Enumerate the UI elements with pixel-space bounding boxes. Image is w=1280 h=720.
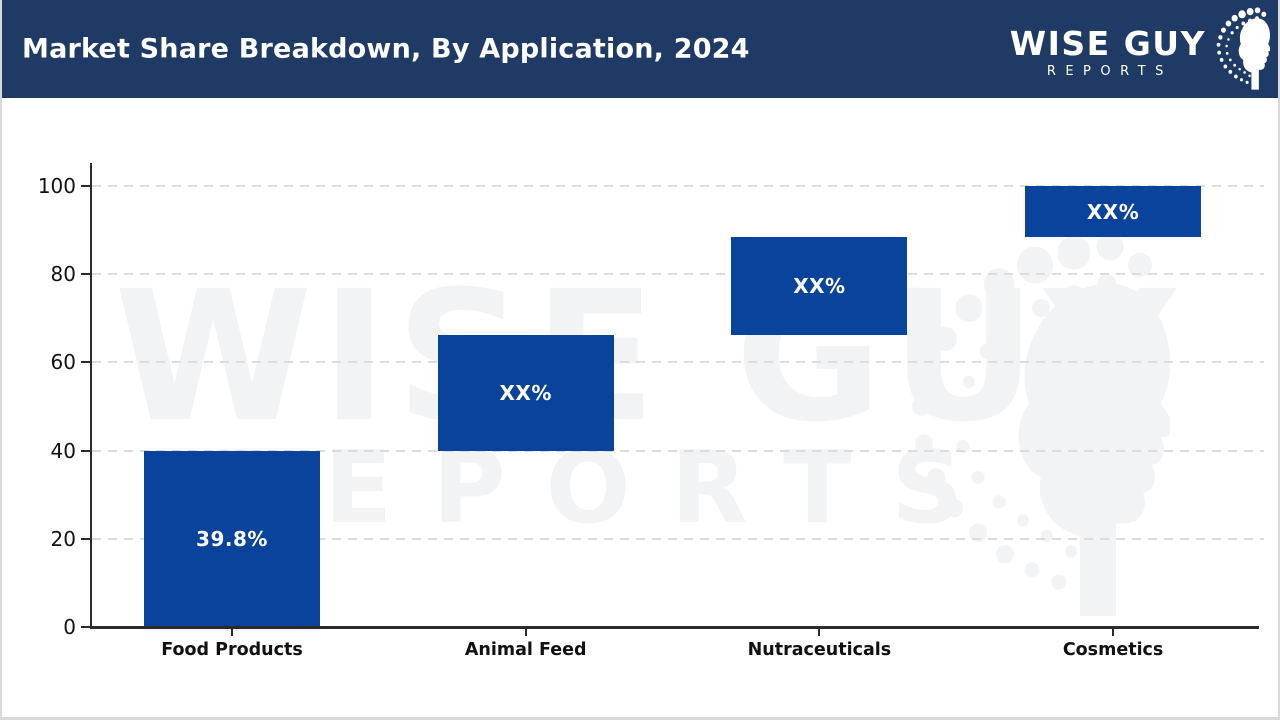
bar-value-label-cosmetics: XX% bbox=[1086, 199, 1140, 224]
y-tick-100 bbox=[81, 185, 90, 187]
logo-text: WISE GUY REPORTS bbox=[1010, 27, 1206, 79]
x-tick-nutraceuticals bbox=[818, 629, 821, 636]
y-tick-label-20: 20 bbox=[50, 526, 76, 551]
bar-animal-feed: XX% bbox=[437, 334, 614, 452]
bar-value-label-food-products: 39.8% bbox=[196, 527, 268, 552]
y-tick-label-0: 0 bbox=[63, 615, 76, 639]
bar-food-products: 39.8% bbox=[144, 451, 320, 627]
y-tick-20 bbox=[81, 537, 90, 540]
gridline-80 bbox=[92, 273, 1264, 276]
y-tick-40 bbox=[81, 449, 90, 452]
y-tick-label-60: 60 bbox=[50, 350, 76, 375]
wise-guy-logo: WISE GUY REPORTS bbox=[1010, 5, 1270, 91]
y-tick-0 bbox=[81, 626, 90, 628]
category-label-animal-feed: Animal Feed bbox=[464, 640, 587, 660]
category-label-food-products: Food Products bbox=[161, 640, 303, 660]
x-tick-animal-feed bbox=[524, 629, 527, 636]
category-label-cosmetics: Cosmetics bbox=[1062, 640, 1164, 660]
gridline-20 bbox=[92, 537, 1264, 540]
bar-value-label-animal-feed: XX% bbox=[499, 381, 552, 406]
x-tick-cosmetics bbox=[1112, 629, 1115, 636]
watermark-head-icon bbox=[912, 232, 1170, 616]
logo-subtext: REPORTS bbox=[1046, 63, 1173, 79]
watermark-wordmark: WISE GUY bbox=[114, 253, 1184, 462]
chart-title: Market Share Breakdown, By Application, … bbox=[22, 33, 750, 65]
y-axis-line bbox=[90, 163, 92, 629]
header: Market Share Breakdown, By Application, … bbox=[2, 0, 1278, 98]
gridline-100 bbox=[92, 185, 1264, 187]
x-axis-line bbox=[90, 626, 1259, 629]
bar-value-label-nutraceuticals: XX% bbox=[793, 273, 846, 298]
y-tick-60 bbox=[81, 361, 90, 364]
gridline-40 bbox=[92, 449, 1264, 452]
bar-nutraceuticals: XX% bbox=[731, 237, 908, 335]
y-tick-label-100: 100 bbox=[37, 174, 76, 198]
bar-cosmetics: XX% bbox=[1025, 186, 1202, 238]
logo-head-icon bbox=[1216, 7, 1270, 90]
logo-wordmark: WISE GUY bbox=[1009, 24, 1206, 64]
y-tick-label-80: 80 bbox=[50, 262, 76, 287]
y-tick-80 bbox=[81, 273, 90, 276]
category-label-nutraceuticals: Nutraceuticals bbox=[747, 640, 892, 660]
gridline-60 bbox=[92, 361, 1264, 364]
x-tick-food-products bbox=[231, 629, 233, 636]
watermark-subtext: REPORTS bbox=[207, 429, 1004, 546]
y-tick-label-40: 40 bbox=[50, 438, 76, 463]
